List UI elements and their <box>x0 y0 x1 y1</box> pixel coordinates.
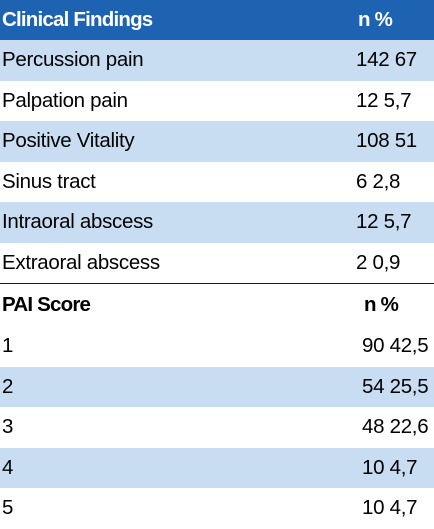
row-value: 10 4,7 <box>362 496 418 520</box>
row-value: 54 25,5 <box>362 374 429 398</box>
table-row: Intraoral abscess 12 5,7 <box>0 202 434 243</box>
header-value: n % <box>364 293 399 316</box>
row-value: 10 4,7 <box>362 455 418 479</box>
header-label: PAI Score <box>2 293 91 316</box>
row-label: 4 <box>2 455 14 479</box>
table-row: 3 48 22,6 <box>0 407 434 448</box>
table-row: Palpation pain 12 5,7 <box>0 80 434 121</box>
table-row: 5 10 4,7 <box>0 488 434 529</box>
header-value: n % <box>358 8 393 31</box>
row-value: 90 42,5 <box>362 334 429 358</box>
table-row: Positive Vitality 108 51 <box>0 121 434 162</box>
header-label: Clinical Findings <box>2 8 153 31</box>
pai-score-header: PAI Score n % <box>0 283 434 326</box>
row-label: Sinus tract <box>2 169 96 193</box>
clinical-findings-header: Clinical Findings n % <box>0 0 434 40</box>
row-label: 5 <box>2 496 14 520</box>
table-row: 2 54 25,5 <box>0 366 434 407</box>
row-label: Intraoral abscess <box>2 210 154 234</box>
row-label: Extraoral abscess <box>2 250 160 274</box>
row-value: 12 5,7 <box>356 88 412 112</box>
row-label: Positive Vitality <box>2 129 135 153</box>
row-value: 108 51 <box>356 129 417 153</box>
row-value: 6 2,8 <box>356 169 401 193</box>
row-label: Percussion pain <box>2 48 144 72</box>
row-label: 3 <box>2 415 14 439</box>
row-value: 48 22,6 <box>362 415 429 439</box>
table-row: Percussion pain 142 67 <box>0 40 434 81</box>
table-row: 4 10 4,7 <box>0 447 434 488</box>
row-label: 1 <box>2 334 14 358</box>
row-label: 2 <box>2 374 14 398</box>
row-value: 142 67 <box>356 48 417 72</box>
table-row: 1 90 42,5 <box>0 326 434 367</box>
row-value: 2 0,9 <box>356 250 401 274</box>
table-row: Extraoral abscess 2 0,9 <box>0 242 434 283</box>
table-row: Sinus tract 6 2,8 <box>0 161 434 202</box>
row-value: 12 5,7 <box>356 210 412 234</box>
row-label: Palpation pain <box>2 88 128 112</box>
